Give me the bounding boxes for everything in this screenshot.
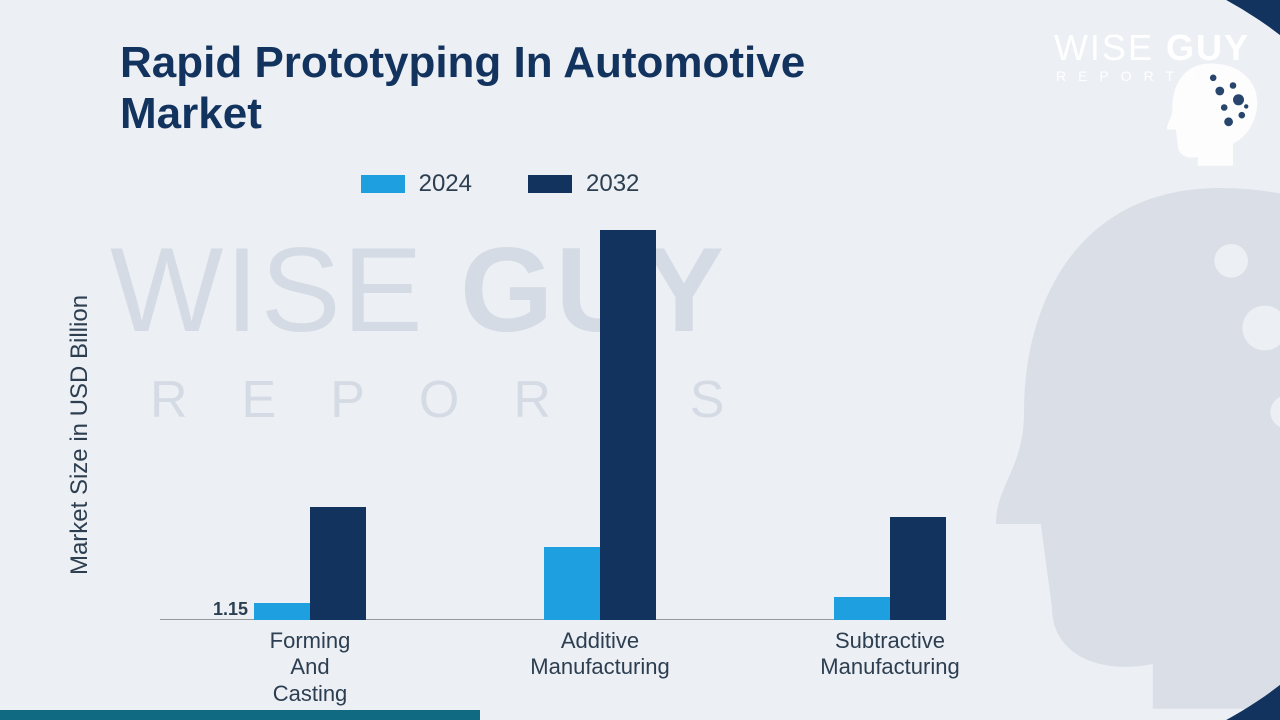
bar-group: AdditiveManufacturing: [510, 220, 690, 620]
bar-value-label: 1.15: [213, 599, 248, 620]
category-label: FormingAndCasting: [210, 628, 410, 707]
legend-label: 2032: [586, 170, 639, 198]
category-label: SubtractiveManufacturing: [790, 628, 990, 681]
logo-text-wise: WISE: [1054, 27, 1154, 68]
brand-logo: WISE GUY REPORTS: [1054, 30, 1250, 84]
legend-item: 2024: [361, 170, 472, 198]
chart-title: Rapid Prototyping In Automotive Market: [120, 38, 840, 139]
chart-canvas: WISE GUY REPORTS WISE GUY REPORTS Rapid …: [0, 0, 1280, 720]
plot-area: 1.15FormingAndCasting AdditiveManufacturi…: [160, 220, 940, 620]
bar-group: SubtractiveManufacturing: [800, 220, 980, 620]
legend-swatch: [361, 175, 405, 193]
bar: 1.15: [254, 603, 310, 620]
bar-group: 1.15FormingAndCasting: [220, 220, 400, 620]
legend: 2024 2032: [60, 170, 940, 198]
watermark-head-icon: [940, 160, 1280, 720]
bar: [890, 517, 946, 620]
legend-item: 2032: [528, 170, 639, 198]
y-axis-label: Market Size in USD Billion: [66, 235, 94, 635]
bar: [544, 547, 600, 620]
logo-head-icon: [1156, 58, 1266, 168]
chart-area: Market Size in USD Billion 2024 2032 1.15…: [60, 170, 940, 700]
bar: [310, 507, 366, 620]
legend-label: 2024: [419, 170, 472, 198]
decorative-bottom-bar: [0, 710, 480, 720]
category-label: AdditiveManufacturing: [500, 628, 700, 681]
bar: [834, 597, 890, 620]
legend-swatch: [528, 175, 572, 193]
bar: [600, 230, 656, 620]
